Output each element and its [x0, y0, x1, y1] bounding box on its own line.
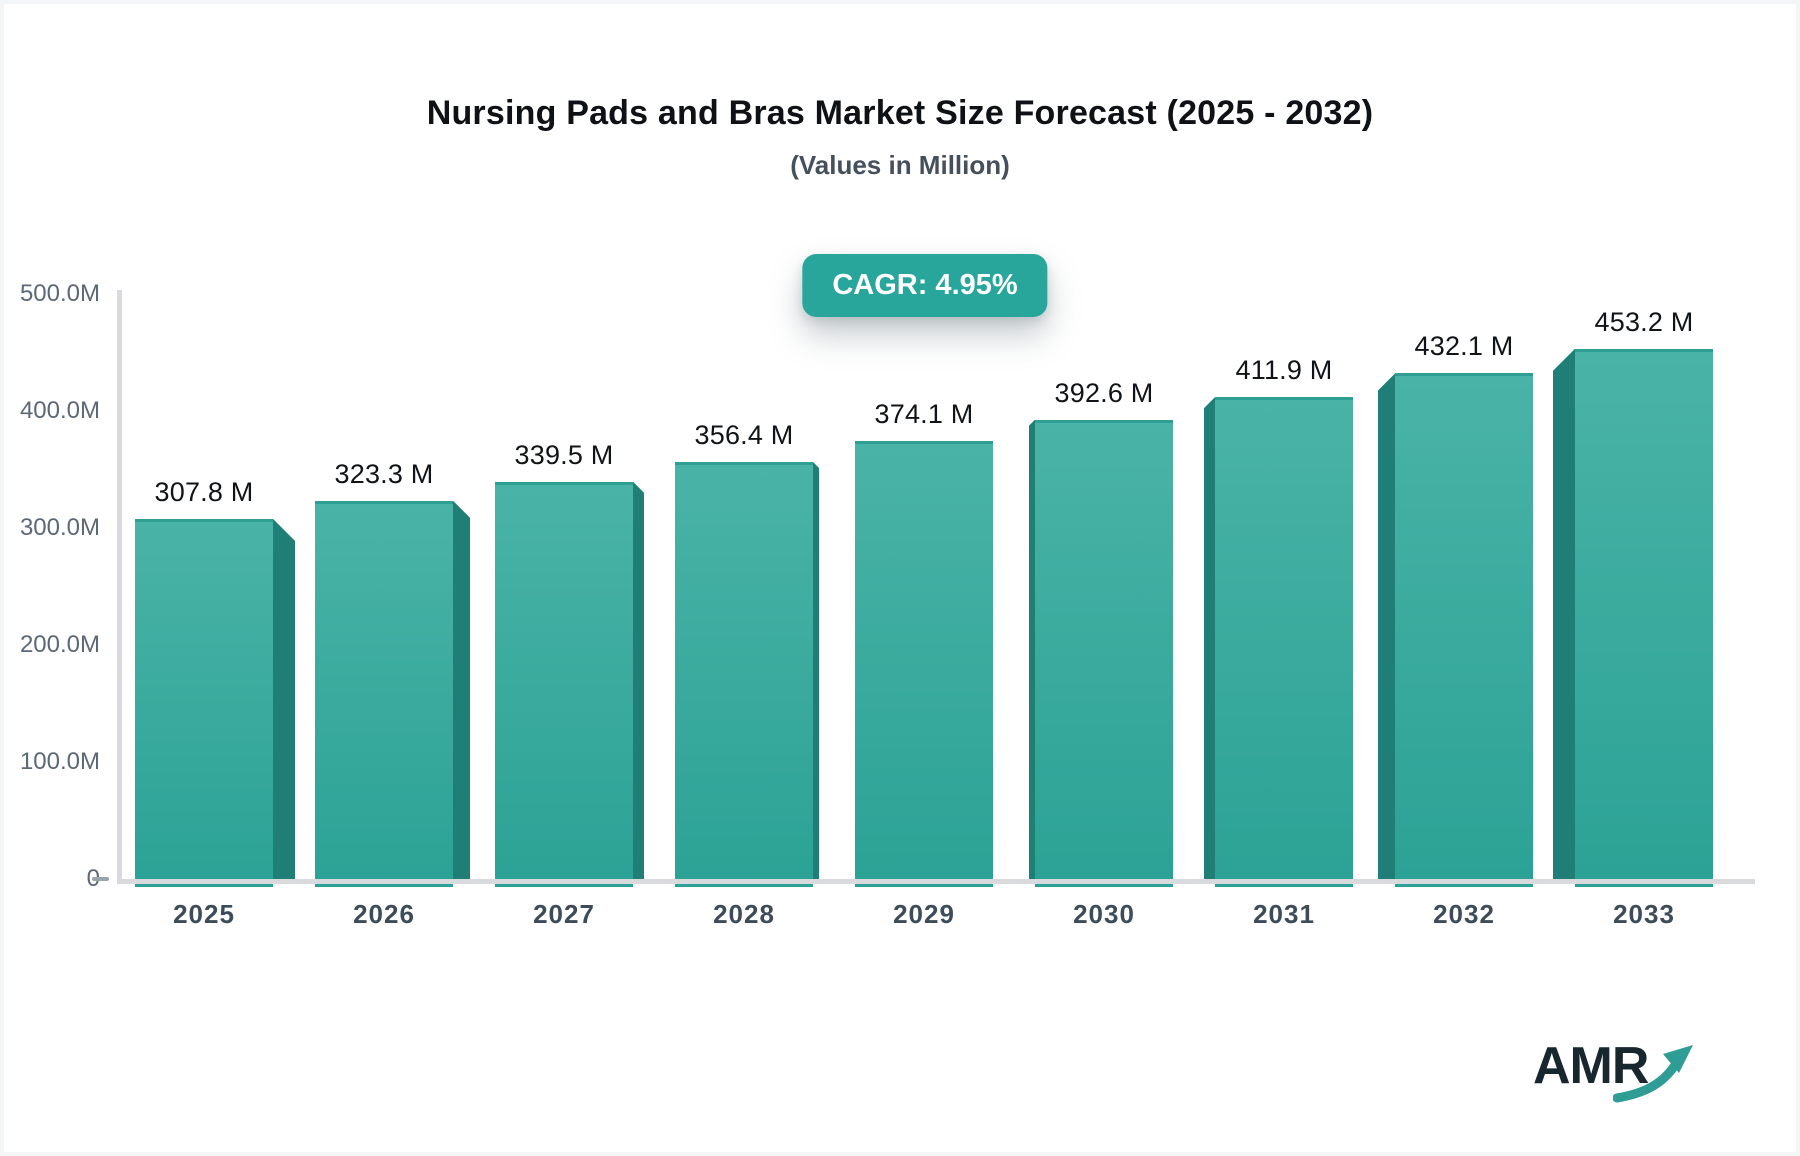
bar-value-label-2032: 432.1 M — [1414, 331, 1514, 362]
amr-logo-text: AMR — [1533, 1037, 1649, 1095]
x-axis-label-2031: 2031 — [1253, 899, 1315, 929]
bar-front-2031 — [1215, 397, 1353, 887]
bar-side-2025 — [273, 518, 295, 884]
bar-side-2030 — [1029, 419, 1035, 884]
bar-front-2030 — [1035, 419, 1173, 887]
bar-value-label-2031: 411.9 M — [1235, 355, 1333, 386]
bar-value-label-2028: 356.4 M — [694, 420, 794, 450]
bar-front-2029 — [855, 441, 993, 887]
y-axis-zero-tick — [92, 877, 109, 881]
x-axis-label-2026: 2026 — [353, 899, 415, 929]
cagr-badge: CAGR: 4.95% — [802, 254, 1048, 317]
bar-side-2028 — [813, 462, 819, 884]
x-axis-label-2028: 2028 — [713, 899, 775, 929]
bar-value-label-2033: 453.2 M — [1594, 306, 1694, 337]
bar-value-label-2026: 323.3 M — [334, 458, 434, 489]
bar-value-label-2029: 374.1 M — [874, 399, 974, 430]
bar-value-label-2025: 307.8 M — [154, 476, 254, 507]
bar-side-2026 — [453, 500, 470, 884]
y-axis-tick-label: 200.0M — [19, 631, 100, 658]
bar-value-label-2030: 392.6 M — [1054, 377, 1154, 408]
chart-subtitle: (Values in Million) — [790, 150, 1010, 180]
amr-logo: AMR — [1533, 1036, 1743, 1116]
y-axis-line — [117, 290, 122, 884]
bar-side-2033 — [1553, 348, 1575, 884]
y-axis-tick-label: 100.0M — [19, 748, 100, 775]
x-axis-label-2027: 2027 — [533, 899, 595, 929]
x-axis-label-2025: 2025 — [173, 899, 235, 929]
y-axis-tick-label: 400.0M — [19, 397, 100, 424]
bar-front-2026 — [315, 500, 453, 887]
bar-side-2027 — [633, 481, 644, 884]
bar-front-2027 — [495, 481, 633, 887]
chart-title: Nursing Pads and Bras Market Size Foreca… — [426, 94, 1374, 132]
x-axis-label-2030: 2030 — [1073, 899, 1135, 929]
y-axis-tick-label: 300.0M — [19, 514, 100, 541]
bar-side-2031 — [1204, 397, 1215, 884]
y-axis-tick-label: 500.0M — [19, 280, 100, 307]
x-axis-label-2029: 2029 — [893, 899, 955, 929]
bar-front-2032 — [1395, 373, 1533, 887]
x-axis-baseline — [117, 879, 1755, 884]
bar-front-2025 — [135, 518, 273, 887]
bar-value-label-2027: 339.5 M — [514, 439, 614, 470]
bar-side-2032 — [1378, 373, 1395, 884]
x-axis-label-2033: 2033 — [1613, 899, 1675, 929]
x-axis-label-2032: 2032 — [1433, 899, 1495, 929]
bar-front-2033 — [1575, 348, 1713, 887]
y-axis-tick-label: 0 — [0, 864, 100, 894]
bar-front-2028 — [675, 462, 813, 887]
growth-arrow-icon — [1613, 1045, 1693, 1103]
